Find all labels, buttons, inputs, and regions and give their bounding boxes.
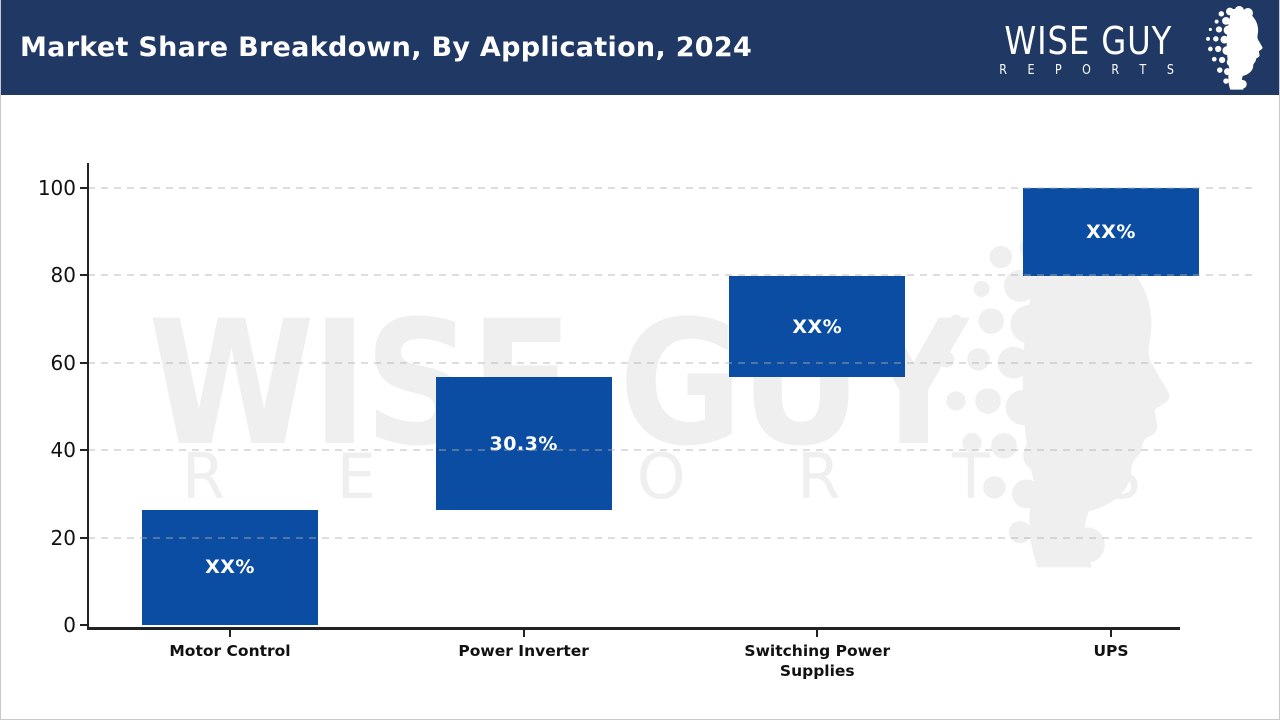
x-axis-label: Power Inverter: [458, 642, 589, 660]
bar-value-label: XX%: [205, 556, 255, 579]
brand-head-icon: [1206, 6, 1263, 90]
y-axis-tick: [80, 361, 88, 364]
bar-value-label: XX%: [1086, 220, 1136, 243]
bar-motor-control: XX%: [142, 509, 318, 625]
y-tick-label: 20: [50, 525, 76, 550]
y-axis-tick: [80, 536, 88, 539]
y-tick-label: 80: [50, 263, 76, 287]
gridline: [88, 361, 1253, 364]
watermark-tagline: R E P O R T S: [182, 440, 1187, 513]
y-axis-tick: [80, 186, 88, 189]
brand-logo-text: WISE GUY R E P O R T S: [994, 21, 1182, 78]
bar-power-inverter: 30.3%: [435, 377, 612, 510]
y-tick-label: 40: [50, 438, 76, 462]
y-tick-label: 0: [63, 613, 76, 637]
y-axis-tick: [80, 624, 88, 626]
x-axis-tick: [816, 629, 819, 637]
x-axis-label: UPS: [1093, 642, 1129, 660]
y-axis-spine: [87, 163, 89, 629]
bar-value-label: XX%: [792, 315, 843, 338]
y-tick-label: 60: [50, 350, 76, 375]
gridline: [88, 274, 1253, 276]
gridline: [88, 536, 1253, 539]
brand-logo-tagline: R E P O R T S: [998, 62, 1182, 78]
gridline: [88, 186, 1253, 189]
y-axis-tick: [80, 449, 88, 451]
header-bar: Market Share Breakdown, By Application, …: [0, 0, 1280, 95]
x-axis-spine: [87, 627, 1180, 630]
x-axis-tick: [522, 629, 525, 637]
bar-ups: XX%: [1023, 187, 1199, 276]
brand-logo-name: WISE GUY: [1004, 18, 1172, 63]
y-axis-tick: [80, 274, 88, 276]
gridline: [88, 449, 1253, 451]
page-title: Market Share Breakdown, By Application, …: [20, 32, 753, 63]
x-axis-label: Switching Power Supplies: [744, 642, 891, 680]
bar-switching-power-supplies: XX%: [729, 275, 906, 378]
x-axis-tick: [229, 629, 231, 637]
brand-logo: WISE GUY R E P O R T S: [961, 6, 1266, 92]
bar-value-label: 30.3%: [489, 432, 558, 455]
x-axis-label: Motor Control: [169, 642, 291, 660]
x-axis-tick: [1110, 629, 1112, 637]
y-tick-label: 100: [37, 175, 76, 200]
